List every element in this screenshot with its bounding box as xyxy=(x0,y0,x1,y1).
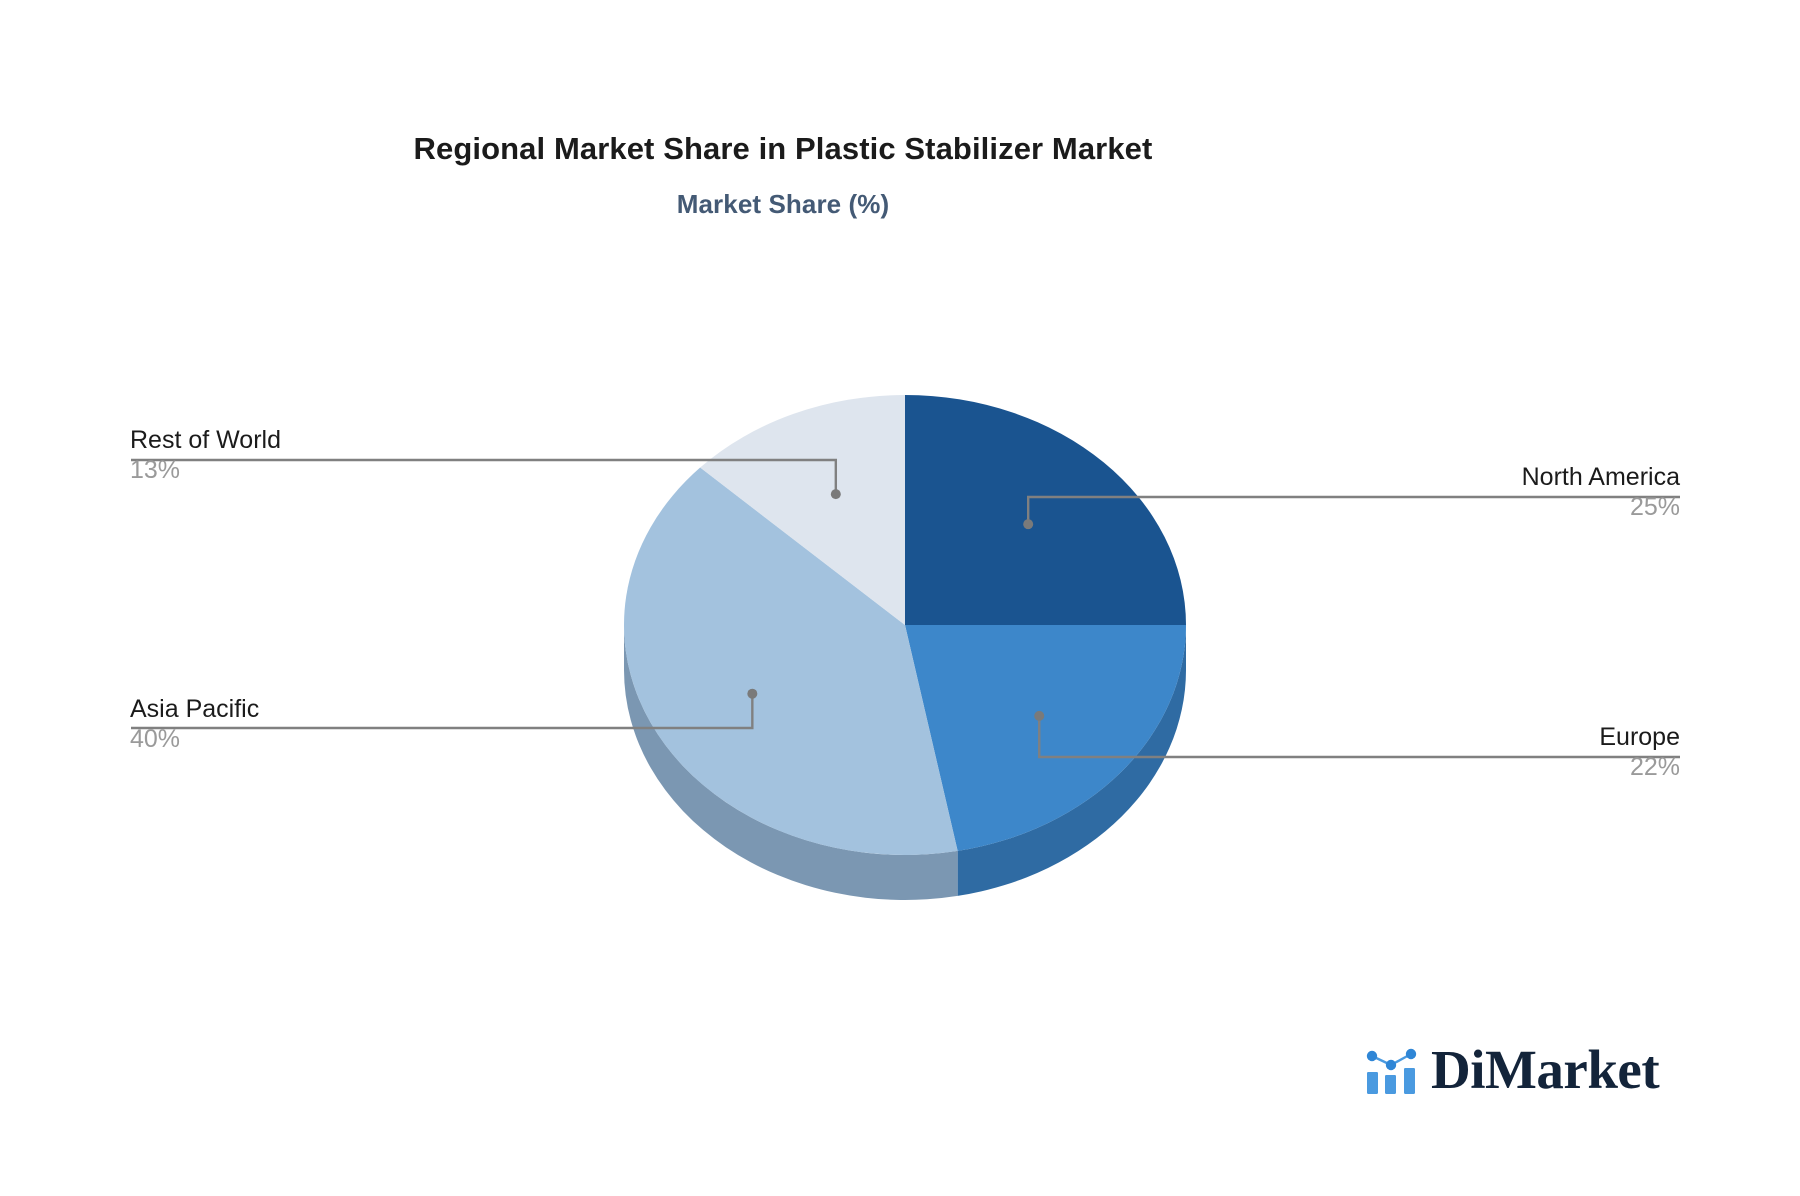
pie-slice-asia-pacific[interactable] xyxy=(623,467,958,856)
dimarket-logo: DiMarket xyxy=(1363,1039,1660,1100)
dimarket-wordmark: DiMarket xyxy=(1431,1039,1660,1100)
chart-subtitle: Market Share (%) xyxy=(676,189,890,219)
callout-value-rest-of-world: 13% xyxy=(130,456,181,484)
pie-slice-rest-of-world[interactable] xyxy=(700,395,905,625)
callout-label-rest-of-world: Rest of World xyxy=(130,426,281,454)
callout-north-america[interactable]: North America 25% xyxy=(1140,462,1680,522)
callout-label-asia-pacific: Asia Pacific xyxy=(130,695,260,723)
pie-top-layer xyxy=(623,395,1186,856)
callout-europe[interactable]: Europe 22% xyxy=(1140,722,1680,782)
leader-dot-asia-pacific xyxy=(747,688,758,699)
leader-line-asia-pacific xyxy=(131,693,754,730)
callout-value-asia-pacific: 40% xyxy=(130,725,181,753)
pie-depth-layer xyxy=(624,625,1186,900)
leader-dot-north-america xyxy=(1023,519,1034,530)
bar-chart-logo-icon xyxy=(1366,1048,1417,1094)
chart-title: Regional Market Share in Plastic Stabili… xyxy=(413,131,1153,166)
pie-leader-lines xyxy=(131,458,1680,759)
leader-line-rest-of-world xyxy=(131,458,838,495)
leader-line-north-america xyxy=(1026,495,1680,525)
callout-value-europe: 22% xyxy=(1629,753,1680,781)
callout-label-north-america: North America xyxy=(1521,463,1680,491)
leader-dot-rest-of-world xyxy=(830,489,841,500)
pie-slice-north-america[interactable] xyxy=(905,395,1186,625)
leader-dot-europe xyxy=(1034,710,1045,721)
leader-line-europe xyxy=(1038,715,1680,759)
callout-value-north-america: 25% xyxy=(1629,493,1680,521)
callout-rest-of-world[interactable]: Rest of World 13% xyxy=(130,425,550,485)
pie-slice-europe[interactable] xyxy=(905,625,1186,851)
callout-asia-pacific[interactable]: Asia Pacific 40% xyxy=(130,694,550,754)
callout-label-europe: Europe xyxy=(1599,723,1680,751)
pie-slice-side-asia-pacific xyxy=(624,625,958,900)
pie-slice-side-europe xyxy=(957,625,1186,896)
